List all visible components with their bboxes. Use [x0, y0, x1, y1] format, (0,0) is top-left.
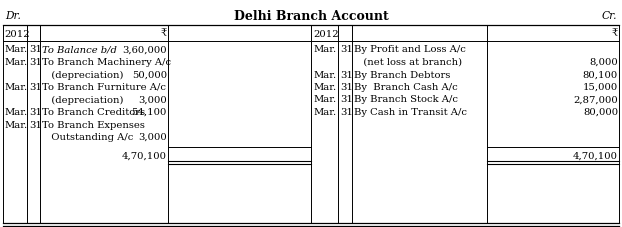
Text: 31: 31	[340, 95, 353, 104]
Text: ₹: ₹	[611, 29, 618, 38]
Text: To Balance b/d: To Balance b/d	[42, 45, 117, 54]
Text: By Branch Debtors: By Branch Debtors	[354, 70, 450, 79]
Text: Mar.: Mar.	[4, 58, 27, 67]
Text: 4,70,100: 4,70,100	[122, 151, 167, 160]
Text: Mar.: Mar.	[313, 95, 336, 104]
Text: 31: 31	[29, 58, 42, 67]
Text: Mar.: Mar.	[4, 45, 27, 54]
Text: 3,000: 3,000	[138, 132, 167, 141]
Text: 31: 31	[29, 83, 42, 92]
Text: 15,000: 15,000	[583, 83, 618, 92]
Text: Mar.: Mar.	[4, 108, 27, 116]
Text: (depreciation): (depreciation)	[42, 70, 124, 79]
Text: By Cash in Transit A/c: By Cash in Transit A/c	[354, 108, 467, 116]
Text: 31: 31	[29, 120, 42, 129]
Text: 3,60,000: 3,60,000	[123, 45, 167, 54]
Text: (depreciation): (depreciation)	[42, 95, 124, 104]
Text: 31: 31	[340, 70, 353, 79]
Text: 2012: 2012	[313, 29, 338, 38]
Text: ₹: ₹	[160, 29, 167, 38]
Text: 3,000: 3,000	[138, 95, 167, 104]
Text: Mar.: Mar.	[4, 120, 27, 129]
Text: By Profit and Loss A/c: By Profit and Loss A/c	[354, 45, 466, 54]
Text: Cr.: Cr.	[601, 11, 617, 21]
Text: By  Branch Cash A/c: By Branch Cash A/c	[354, 83, 458, 92]
Text: 2012: 2012	[4, 29, 30, 38]
Text: Outstanding A/c: Outstanding A/c	[42, 132, 133, 141]
Text: 80,000: 80,000	[583, 108, 618, 116]
Text: Dr.: Dr.	[5, 11, 21, 21]
Text: To Branch Machinery A/c: To Branch Machinery A/c	[42, 58, 171, 67]
Text: 54,100: 54,100	[132, 108, 167, 116]
Text: 2,87,000: 2,87,000	[573, 95, 618, 104]
Text: 4,70,100: 4,70,100	[573, 151, 618, 160]
Text: 31: 31	[29, 108, 42, 116]
Text: Mar.: Mar.	[313, 70, 336, 79]
Text: By Branch Stock A/c: By Branch Stock A/c	[354, 95, 458, 104]
Text: (net loss at branch): (net loss at branch)	[354, 58, 462, 67]
Text: 8,000: 8,000	[589, 58, 618, 67]
Text: 50,000: 50,000	[132, 70, 167, 79]
Text: To Branch Creditors: To Branch Creditors	[42, 108, 145, 116]
Text: Delhi Branch Account: Delhi Branch Account	[234, 10, 388, 22]
Text: Mar.: Mar.	[313, 108, 336, 116]
Text: 31: 31	[340, 45, 353, 54]
Text: Mar.: Mar.	[313, 83, 336, 92]
Text: Mar.: Mar.	[313, 45, 336, 54]
Text: Mar.: Mar.	[4, 83, 27, 92]
Text: 80,100: 80,100	[583, 70, 618, 79]
Text: 31: 31	[29, 45, 42, 54]
Text: To Branch Expenses: To Branch Expenses	[42, 120, 145, 129]
Text: 31: 31	[340, 83, 353, 92]
Text: To Branch Furniture A/c: To Branch Furniture A/c	[42, 83, 166, 92]
Text: 31: 31	[340, 108, 353, 116]
